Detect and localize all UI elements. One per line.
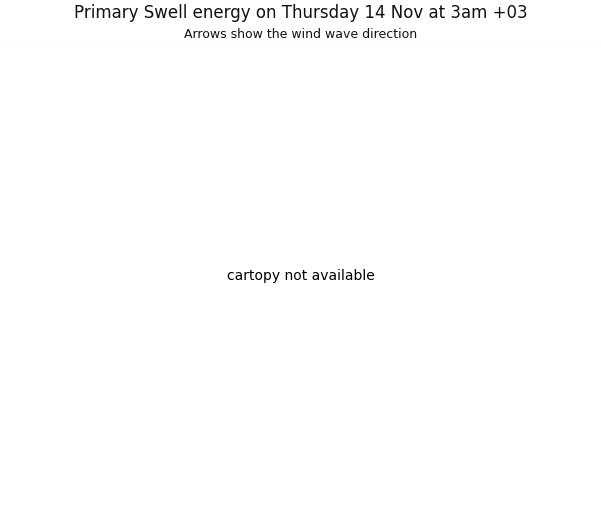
Text: cartopy not available: cartopy not available [227, 269, 374, 283]
Text: Primary Swell energy on Thursday 14 Nov at 3am +03: Primary Swell energy on Thursday 14 Nov … [74, 5, 527, 22]
Text: Arrows show the wind wave direction: Arrows show the wind wave direction [184, 28, 417, 41]
